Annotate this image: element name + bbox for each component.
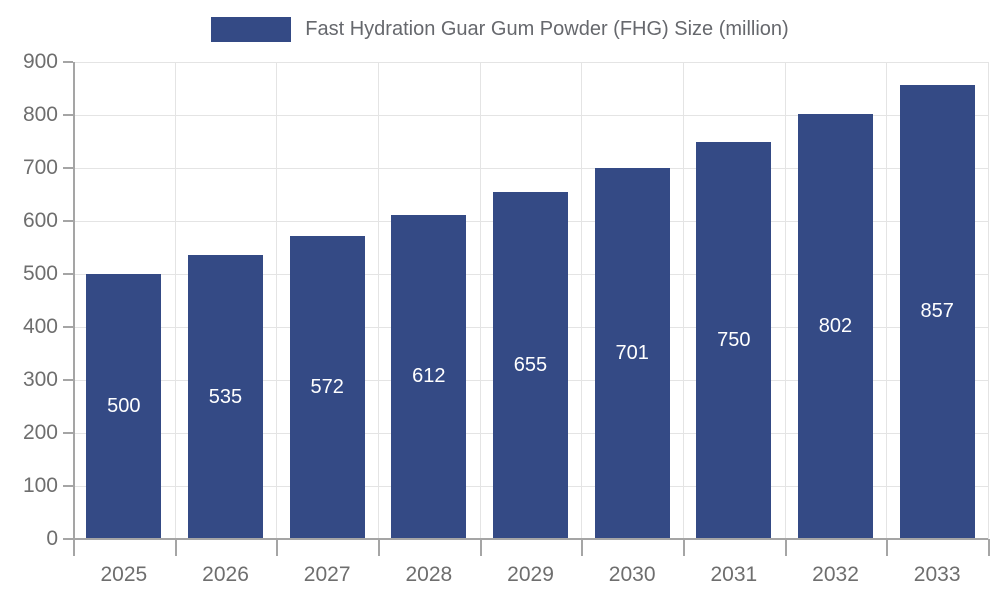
- bar-2030[interactable]: 701: [594, 167, 670, 539]
- x-axis-tick-label: 2026: [202, 563, 249, 586]
- y-axis-tick: [63, 485, 73, 487]
- bar-2027[interactable]: 572: [289, 235, 365, 539]
- y-axis-tick: [63, 220, 73, 222]
- bar-2028[interactable]: 612: [391, 214, 467, 539]
- v-gridline: [785, 62, 786, 539]
- y-axis-tick-label: 300: [22, 368, 58, 391]
- y-axis-tick-label: 600: [22, 209, 58, 232]
- h-gridline: [73, 62, 988, 63]
- x-axis-tick-label: 2027: [303, 563, 351, 586]
- x-axis-tick: [175, 539, 177, 556]
- x-axis-tick: [886, 539, 888, 556]
- x-axis-tick: [378, 539, 380, 556]
- bar-value-label: 802: [818, 314, 853, 337]
- bar-2033[interactable]: 857: [899, 84, 975, 539]
- bar-value-label: 612: [412, 365, 446, 388]
- bar-2026[interactable]: 535: [187, 255, 264, 539]
- h-gridline: [73, 168, 988, 169]
- bar-value-label: 655: [513, 353, 548, 376]
- y-axis-tick: [63, 114, 73, 116]
- v-gridline: [378, 62, 379, 539]
- y-axis-tick-label: 900: [22, 50, 58, 73]
- v-gridline: [276, 62, 277, 539]
- legend-label: Fast Hydration Guar Gum Powder (FHG) Siz…: [305, 18, 789, 40]
- y-axis-tick: [63, 167, 73, 169]
- v-gridline: [480, 62, 481, 539]
- bar-value-label: 750: [717, 328, 751, 351]
- y-axis-tick: [63, 379, 73, 381]
- x-axis-tick-label: 2033: [913, 563, 961, 586]
- y-axis-tick-label: 200: [22, 421, 58, 444]
- h-gridline: [73, 115, 988, 116]
- x-axis-tick: [683, 539, 685, 556]
- y-axis-tick: [63, 326, 73, 328]
- x-axis-tick: [276, 539, 278, 556]
- v-gridline: [886, 62, 887, 539]
- y-axis-tick-label: 700: [22, 156, 58, 179]
- bar-2029[interactable]: 655: [492, 191, 569, 539]
- y-axis-tick: [63, 432, 73, 434]
- x-axis-tick-label: 2031: [710, 563, 758, 586]
- x-axis-tick-label: 2028: [405, 563, 453, 586]
- y-axis-tick: [63, 538, 73, 540]
- x-axis-tick-label: 2030: [608, 563, 656, 586]
- v-gridline: [175, 62, 176, 539]
- bar-value-label: 857: [920, 300, 954, 323]
- x-axis-tick: [581, 539, 583, 556]
- x-axis-tick: [785, 539, 787, 556]
- bar-2025[interactable]: 500: [86, 274, 162, 539]
- y-axis-tick-label: 500: [22, 262, 58, 285]
- x-axis-tick: [480, 539, 482, 556]
- bar-2031[interactable]: 750: [696, 141, 772, 539]
- y-axis-tick-label: 0: [46, 527, 58, 550]
- v-gridline: [988, 62, 989, 539]
- y-axis-tick-label: 400: [22, 315, 58, 338]
- x-axis-tick-label: 2032: [812, 563, 859, 586]
- bar-2032[interactable]: 802: [797, 113, 874, 539]
- v-gridline: [683, 62, 684, 539]
- legend-swatch: [211, 17, 292, 42]
- x-axis-line: [73, 538, 988, 540]
- bar-value-label: 500: [107, 395, 141, 417]
- y-axis-tick: [63, 273, 73, 275]
- y-axis-tick: [63, 61, 73, 63]
- bar-value-label: 535: [208, 385, 243, 408]
- y-axis-line: [73, 62, 75, 556]
- x-axis-tick-label: 2025: [100, 563, 148, 586]
- x-axis-tick-label: 2029: [507, 563, 554, 586]
- y-axis-tick-label: 100: [22, 474, 58, 497]
- legend-item[interactable]: Fast Hydration Guar Gum Powder (FHG) Siz…: [0, 17, 1000, 42]
- v-gridline: [581, 62, 582, 539]
- bar-value-label: 701: [615, 341, 649, 364]
- bar-value-label: 572: [310, 375, 344, 398]
- x-axis-tick: [988, 539, 990, 556]
- y-axis-tick-label: 800: [22, 103, 58, 126]
